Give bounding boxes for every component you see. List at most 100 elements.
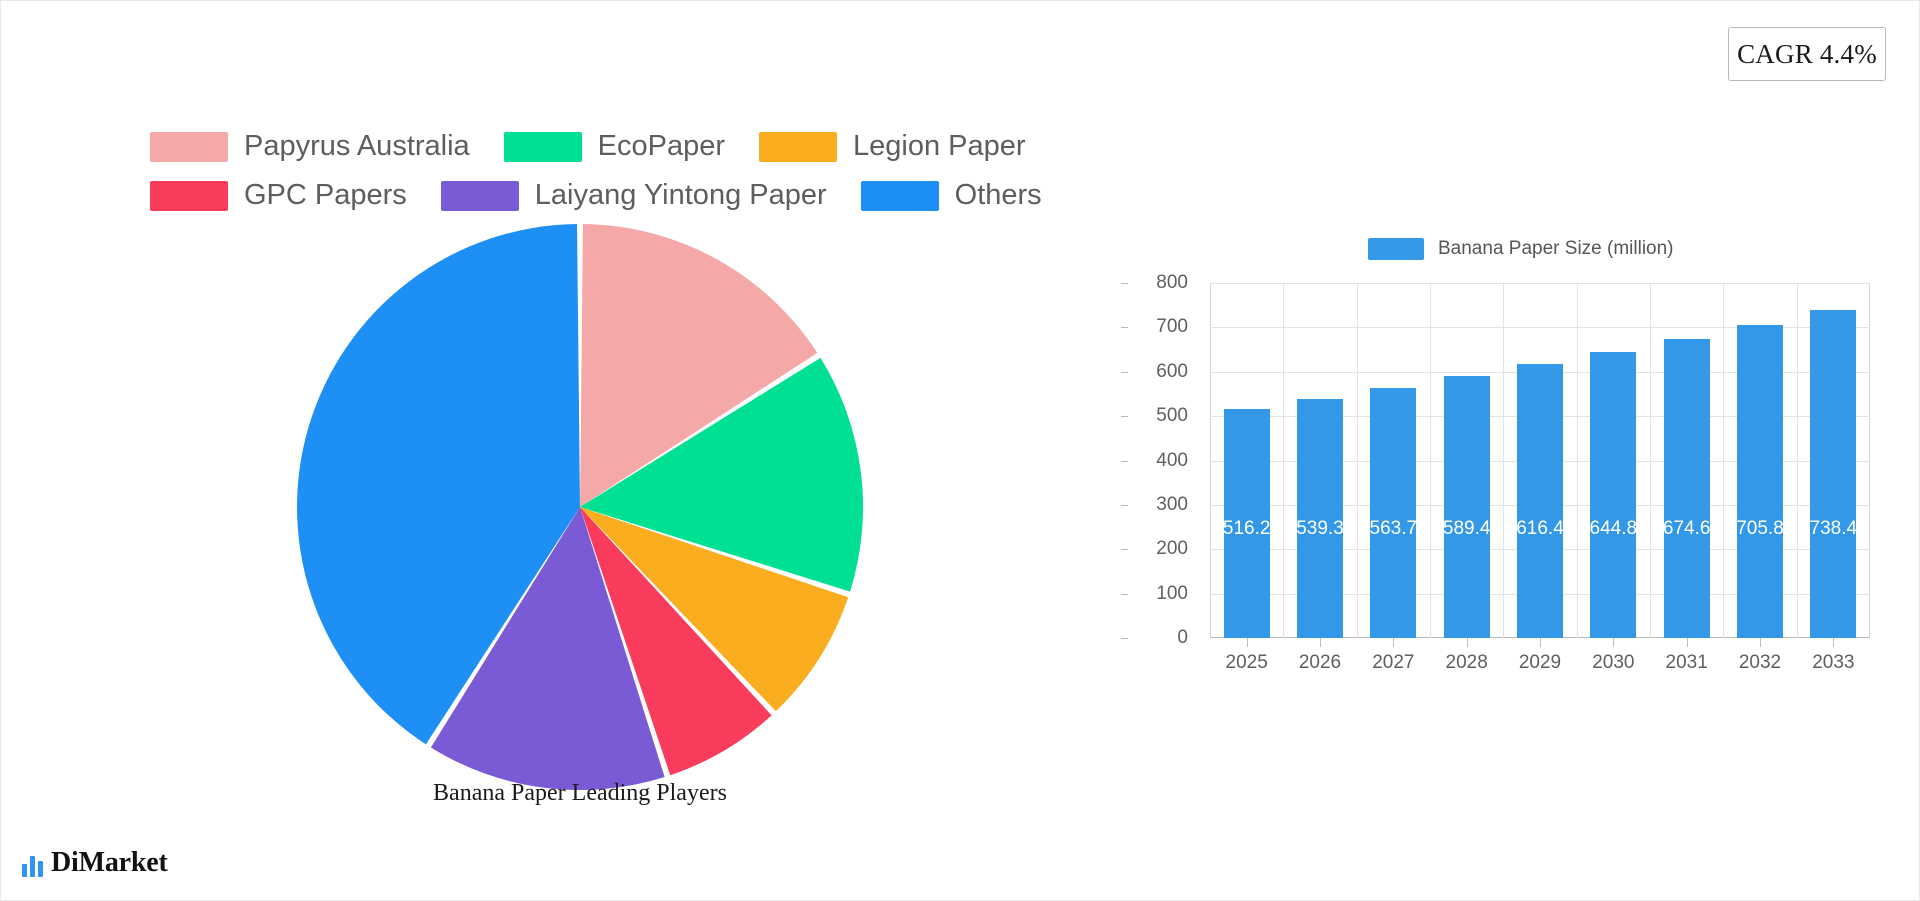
- x-axis-tick-mark: [1613, 638, 1615, 647]
- y-axis-tick-mark: [1121, 327, 1128, 329]
- bar[interactable]: 616.4: [1516, 364, 1564, 638]
- gridline-vertical: [1576, 283, 1578, 638]
- pie-chart-svg: [297, 224, 864, 791]
- pie-legend-item-others[interactable]: Others: [860, 179, 1042, 212]
- y-axis-tick-mark: [1121, 549, 1128, 551]
- x-axis-tick-label: 2029: [1518, 652, 1562, 673]
- bar[interactable]: 705.8: [1736, 324, 1784, 638]
- pie-legend-item-gpc-papers[interactable]: GPC Papers: [150, 179, 407, 212]
- bar[interactable]: 589.4: [1442, 376, 1491, 638]
- x-axis-tick-label: 2027: [1372, 652, 1415, 673]
- y-axis-tick-label: 200: [1121, 538, 1188, 560]
- y-axis-tick-label: 300: [1121, 494, 1188, 516]
- bar-chart-logo-icon: [22, 853, 43, 877]
- bar-chart-plot-area: 0 100 200 300 400 500 600 700 800 516.2 2025 539.3 2…: [1121, 272, 1870, 673]
- brand-logo: DiMarket: [22, 849, 168, 877]
- y-axis-tick-label: 400: [1121, 450, 1188, 472]
- bar-value-label: 563.7: [1369, 518, 1418, 539]
- bar-value-label: 738.4: [1809, 518, 1858, 539]
- x-axis-tick-mark: [1760, 638, 1761, 647]
- pie-legend-label-others: Others: [954, 179, 1042, 211]
- x-axis-tick-label: 2025: [1225, 652, 1268, 673]
- gridline-vertical: [1796, 283, 1798, 638]
- pie-legend: Papyrus Australia EcoPaper Legion Paper …: [150, 122, 1042, 220]
- y-axis-tick-mark: [1121, 504, 1128, 506]
- bar-value-label: 705.8: [1736, 518, 1784, 539]
- bar-legend-label: Banana Paper Size (million): [1438, 238, 1674, 259]
- x-axis-tick-label: 2028: [1445, 652, 1488, 673]
- bar-value-label: 674.6: [1662, 518, 1711, 539]
- gridline-vertical: [1503, 283, 1505, 638]
- pie-legend-label-papyrus-australia: Papyrus Australia: [244, 130, 470, 162]
- x-axis-tick-mark: [1393, 638, 1395, 647]
- gridline-vertical: [1650, 283, 1651, 638]
- bar-chart: Banana Paper Size (million) 0 100 200 300 40…: [1121, 238, 1900, 678]
- y-axis-tick-label: 600: [1121, 361, 1188, 383]
- gridline-horizontal: [1210, 327, 1870, 329]
- y-axis-tick-label: 0: [1121, 627, 1188, 649]
- cagr-badge-label: CAGR 4.4%: [1737, 38, 1877, 69]
- y-axis-tick-mark: [1121, 371, 1128, 373]
- pie-legend-item-ecopaper[interactable]: EcoPaper: [503, 130, 726, 163]
- canvas-border-top: [0, 0, 1920, 1]
- x-axis-tick-mark: [1320, 638, 1321, 647]
- brand-name: DiMarket: [51, 847, 168, 878]
- bar-value-label: 516.2: [1222, 518, 1271, 539]
- pie-legend-swatch-laiyang-yintong-paper: [440, 180, 519, 211]
- bar[interactable]: 738.4: [1809, 310, 1858, 638]
- y-axis-tick-label: 100: [1121, 583, 1188, 605]
- x-axis-tick-label: 2031: [1665, 652, 1708, 673]
- pie-slice[interactable]: [580, 224, 818, 507]
- x-axis-tick-label: 2026: [1298, 652, 1342, 673]
- gridline-vertical: [1723, 283, 1725, 638]
- pie-legend-swatch-papyrus-australia: [150, 131, 228, 162]
- cagr-badge: CAGR 4.4%: [1728, 27, 1886, 81]
- pie-legend-item-legion-paper[interactable]: Legion Paper: [759, 130, 1026, 163]
- pie-legend-label-legion-paper: Legion Paper: [853, 130, 1026, 162]
- pie-legend-label-laiyang-yintong-paper: Laiyang Yintong Paper: [534, 179, 827, 211]
- y-axis-tick-label: 500: [1121, 405, 1188, 427]
- x-axis-tick-mark: [1833, 638, 1835, 647]
- pie-chart-title: Banana Paper Leading Players: [433, 780, 727, 806]
- gridline-vertical: [1356, 283, 1358, 638]
- y-axis-tick-mark: [1121, 460, 1128, 462]
- x-axis-tick-mark: [1246, 638, 1248, 647]
- bar[interactable]: 539.3: [1296, 398, 1344, 638]
- y-axis-tick-label: 700: [1121, 316, 1188, 338]
- canvas-border-left: [0, 0, 1, 901]
- pie-legend-row-2: GPC Papers Laiyang Yintong Paper Others: [150, 171, 1042, 220]
- y-axis-tick-mark: [1121, 283, 1128, 284]
- pie-legend-label-ecopaper: EcoPaper: [597, 130, 726, 162]
- bar-chart-legend[interactable]: Banana Paper Size (million): [1368, 238, 1674, 260]
- x-axis-tick-label: 2032: [1738, 652, 1782, 673]
- x-axis-tick-mark: [1686, 638, 1688, 647]
- pie-legend-item-laiyang-yintong-paper[interactable]: Laiyang Yintong Paper: [440, 179, 827, 212]
- bar-value-label: 589.4: [1442, 518, 1491, 539]
- pie-legend-swatch-ecopaper: [503, 131, 582, 162]
- bar-value-label: 616.4: [1516, 518, 1564, 539]
- x-axis-tick-mark: [1540, 638, 1541, 647]
- y-axis-tick-mark: [1121, 638, 1128, 639]
- y-axis-tick-label: 800: [1121, 272, 1188, 294]
- bar-value-label: 539.3: [1296, 518, 1344, 539]
- pie-slice[interactable]: [297, 224, 580, 745]
- pie-slice[interactable]: [580, 507, 772, 776]
- x-axis-tick-label: 2033: [1812, 652, 1855, 673]
- gridline-vertical: [1430, 283, 1431, 638]
- pie-legend-label-gpc-papers: GPC Papers: [244, 179, 407, 211]
- gridline-horizontal: [1210, 283, 1870, 284]
- bar[interactable]: 563.7: [1369, 387, 1418, 638]
- pie-slice[interactable]: [430, 507, 665, 791]
- pie-legend-swatch-others: [860, 180, 939, 211]
- x-axis-tick-label: 2030: [1592, 652, 1635, 673]
- bar-value-label: 644.8: [1589, 518, 1638, 539]
- pie-legend-item-papyrus-australia[interactable]: Papyrus Australia: [150, 130, 470, 163]
- x-axis-tick-mark: [1466, 638, 1468, 647]
- bar[interactable]: 644.8: [1589, 351, 1638, 638]
- pie-legend-row-1: Papyrus Australia EcoPaper Legion Paper: [150, 122, 1030, 171]
- bar[interactable]: 516.2: [1222, 408, 1271, 638]
- bar[interactable]: 674.6: [1662, 338, 1711, 638]
- pie-slice[interactable]: [580, 507, 849, 712]
- pie-chart: [295, 222, 865, 792]
- pie-slice[interactable]: [580, 357, 864, 592]
